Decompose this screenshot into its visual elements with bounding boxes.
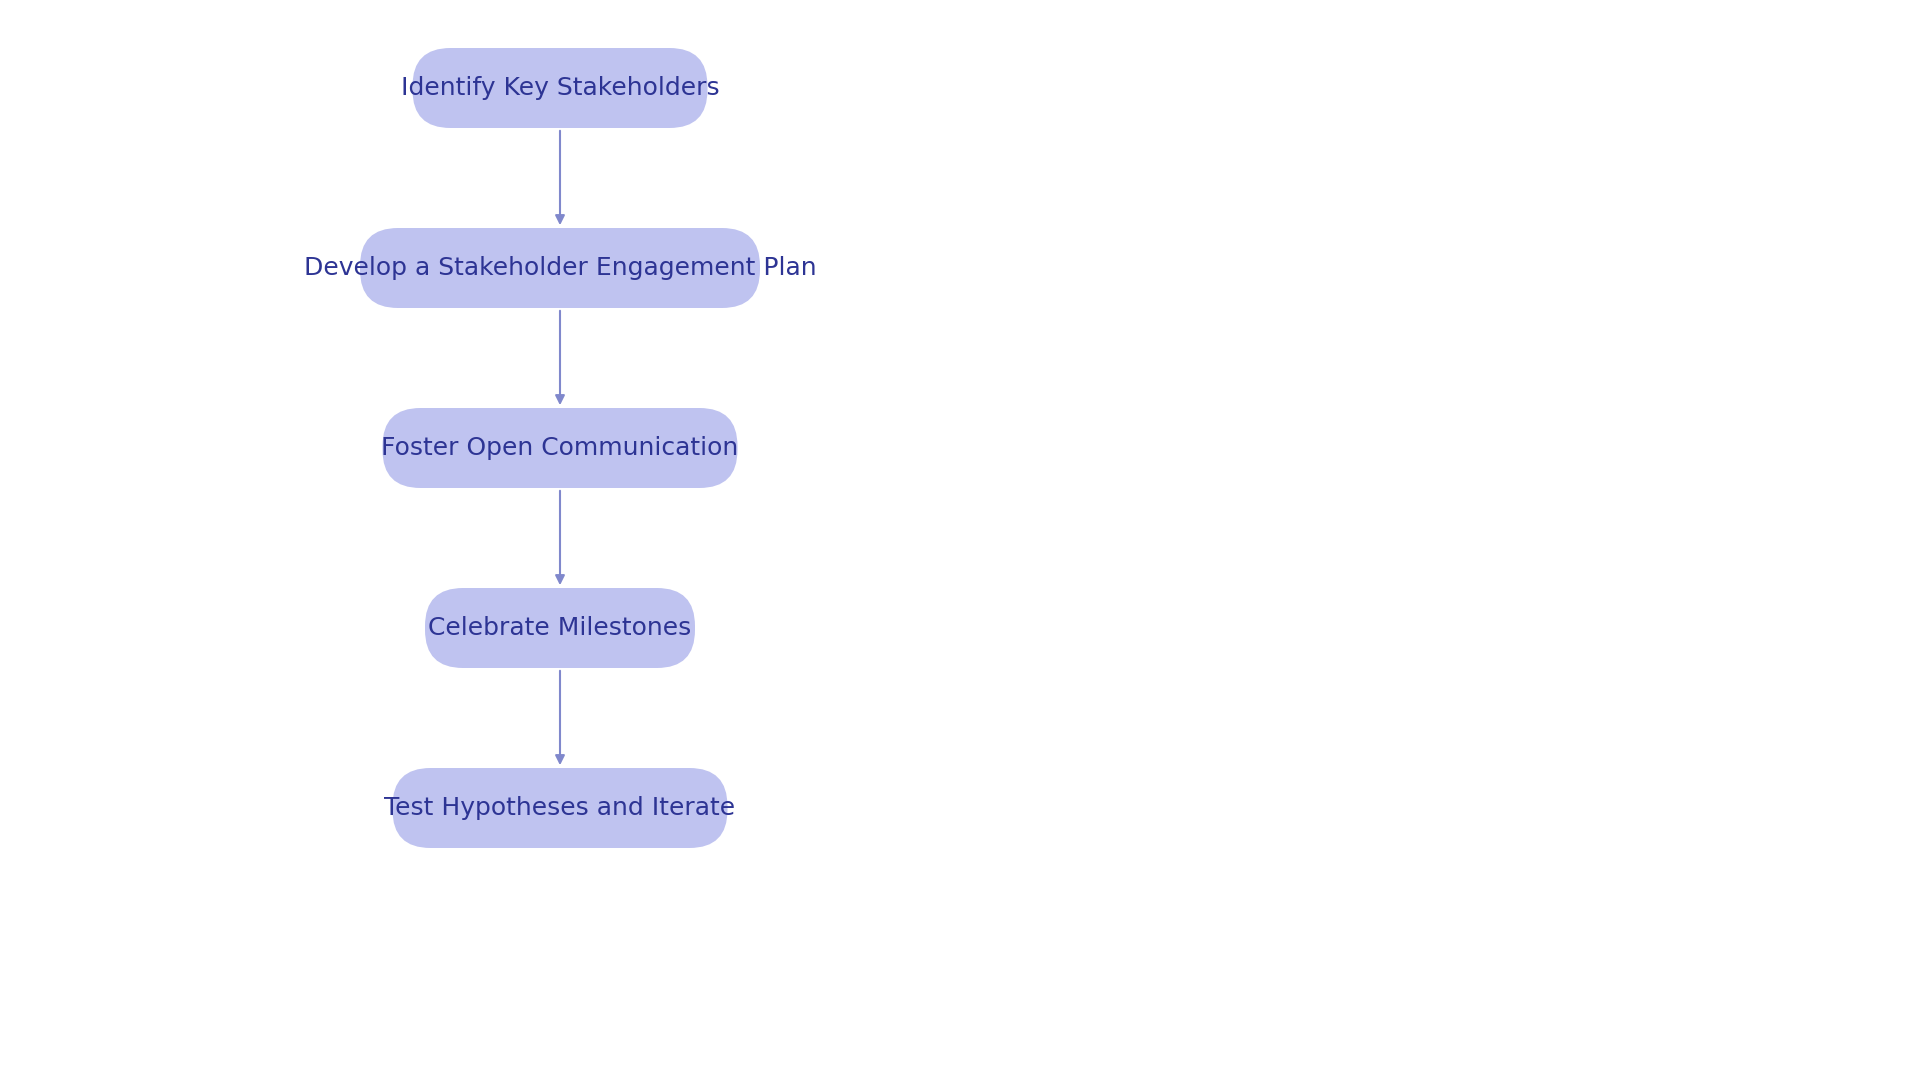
Text: Identify Key Stakeholders: Identify Key Stakeholders (401, 76, 720, 100)
FancyBboxPatch shape (382, 408, 737, 488)
Text: Celebrate Milestones: Celebrate Milestones (428, 616, 691, 640)
Text: Develop a Stakeholder Engagement Plan: Develop a Stakeholder Engagement Plan (303, 256, 816, 280)
FancyBboxPatch shape (392, 768, 728, 848)
FancyBboxPatch shape (361, 229, 760, 308)
FancyBboxPatch shape (424, 588, 695, 668)
Text: Foster Open Communication: Foster Open Communication (382, 436, 739, 460)
Text: Test Hypotheses and Iterate: Test Hypotheses and Iterate (384, 796, 735, 820)
FancyBboxPatch shape (413, 48, 707, 128)
